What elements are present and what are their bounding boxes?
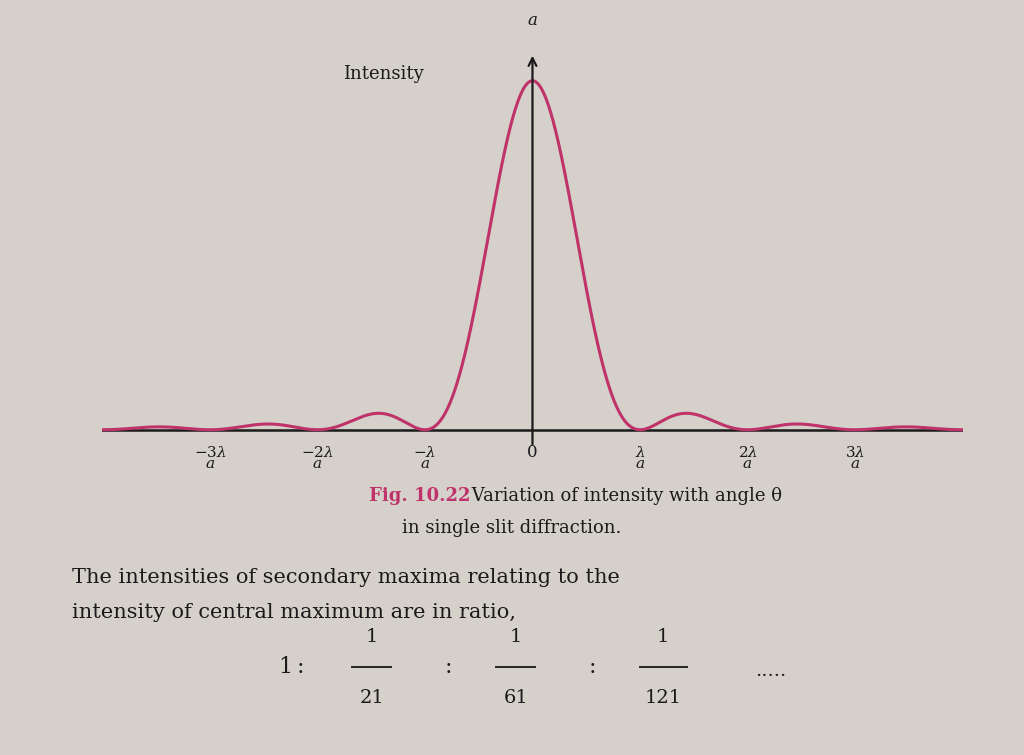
Text: $a$: $a$: [205, 457, 215, 471]
Text: $3\lambda$: $3\lambda$: [845, 445, 865, 460]
Text: 1: 1: [657, 628, 670, 646]
Text: $1:$: $1:$: [278, 656, 304, 679]
Text: 121: 121: [644, 689, 682, 707]
Text: 61: 61: [504, 689, 528, 707]
Text: .....: .....: [756, 662, 786, 680]
Text: Fig. 10.22: Fig. 10.22: [369, 487, 470, 505]
Text: $\lambda$: $\lambda$: [635, 445, 645, 460]
Text: 21: 21: [359, 689, 384, 707]
Text: in single slit diffraction.: in single slit diffraction.: [402, 519, 622, 537]
Text: 1: 1: [366, 628, 378, 646]
Text: 1: 1: [510, 628, 522, 646]
Text: $a$: $a$: [635, 457, 645, 471]
Text: $-\lambda$: $-\lambda$: [414, 445, 436, 460]
Text: $:$: $:$: [440, 656, 452, 679]
Text: $-2\lambda$: $-2\lambda$: [301, 445, 334, 460]
Text: Variation of intensity with angle θ: Variation of intensity with angle θ: [466, 487, 782, 505]
Text: a: a: [527, 12, 538, 29]
Text: intensity of central maximum are in ratio,: intensity of central maximum are in rati…: [72, 603, 515, 622]
Text: Intensity: Intensity: [343, 65, 424, 82]
Text: $a$: $a$: [850, 457, 860, 471]
Text: $-3\lambda$: $-3\lambda$: [194, 445, 226, 460]
Text: 0: 0: [527, 444, 538, 461]
Text: The intensities of secondary maxima relating to the: The intensities of secondary maxima rela…: [72, 568, 620, 587]
Text: $2\lambda$: $2\lambda$: [737, 445, 758, 460]
Text: $:$: $:$: [584, 656, 595, 679]
Text: $a$: $a$: [420, 457, 430, 471]
Text: $a$: $a$: [312, 457, 323, 471]
Text: $a$: $a$: [742, 457, 753, 471]
